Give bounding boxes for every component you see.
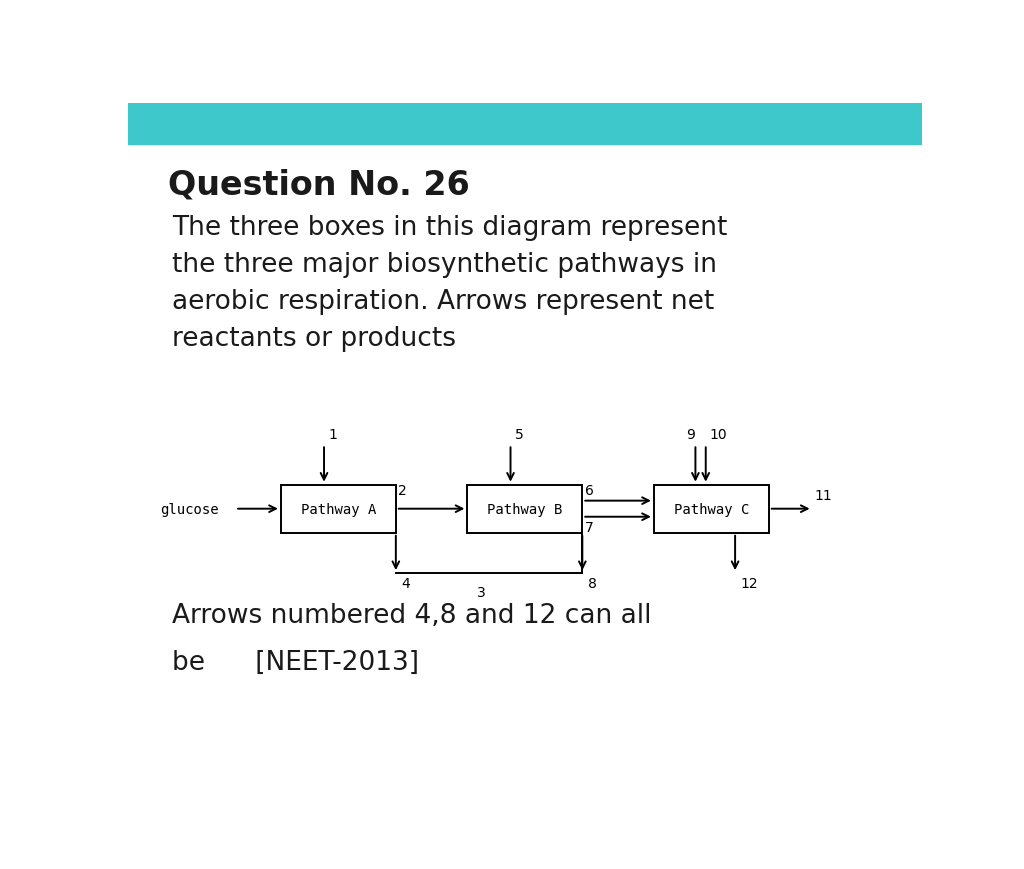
- Text: 3: 3: [477, 586, 485, 600]
- Text: 2: 2: [398, 483, 407, 497]
- Text: 1: 1: [328, 428, 337, 441]
- Text: 8: 8: [588, 577, 597, 591]
- FancyBboxPatch shape: [653, 485, 769, 534]
- FancyBboxPatch shape: [467, 485, 583, 534]
- Text: Pathway A: Pathway A: [301, 502, 376, 516]
- Text: 12: 12: [740, 577, 759, 591]
- Text: 10: 10: [710, 428, 727, 441]
- Text: The three boxes in this diagram represent
the three major biosynthetic pathways : The three boxes in this diagram represen…: [172, 215, 727, 352]
- Text: Question No. 26: Question No. 26: [168, 168, 469, 201]
- Bar: [128, 104, 922, 144]
- FancyBboxPatch shape: [281, 485, 396, 534]
- Text: Pathway C: Pathway C: [674, 502, 749, 516]
- Text: 6: 6: [585, 484, 594, 498]
- Text: 11: 11: [814, 488, 831, 502]
- Text: 5: 5: [514, 428, 523, 441]
- Text: be      [NEET-2013]: be [NEET-2013]: [172, 650, 419, 675]
- Text: Arrows numbered 4,8 and 12 can all: Arrows numbered 4,8 and 12 can all: [172, 603, 651, 629]
- Text: Pathway B: Pathway B: [487, 502, 562, 516]
- Text: glucose: glucose: [160, 502, 218, 516]
- Text: 4: 4: [401, 577, 411, 591]
- Text: 7: 7: [585, 521, 594, 534]
- Text: 9: 9: [686, 428, 695, 441]
